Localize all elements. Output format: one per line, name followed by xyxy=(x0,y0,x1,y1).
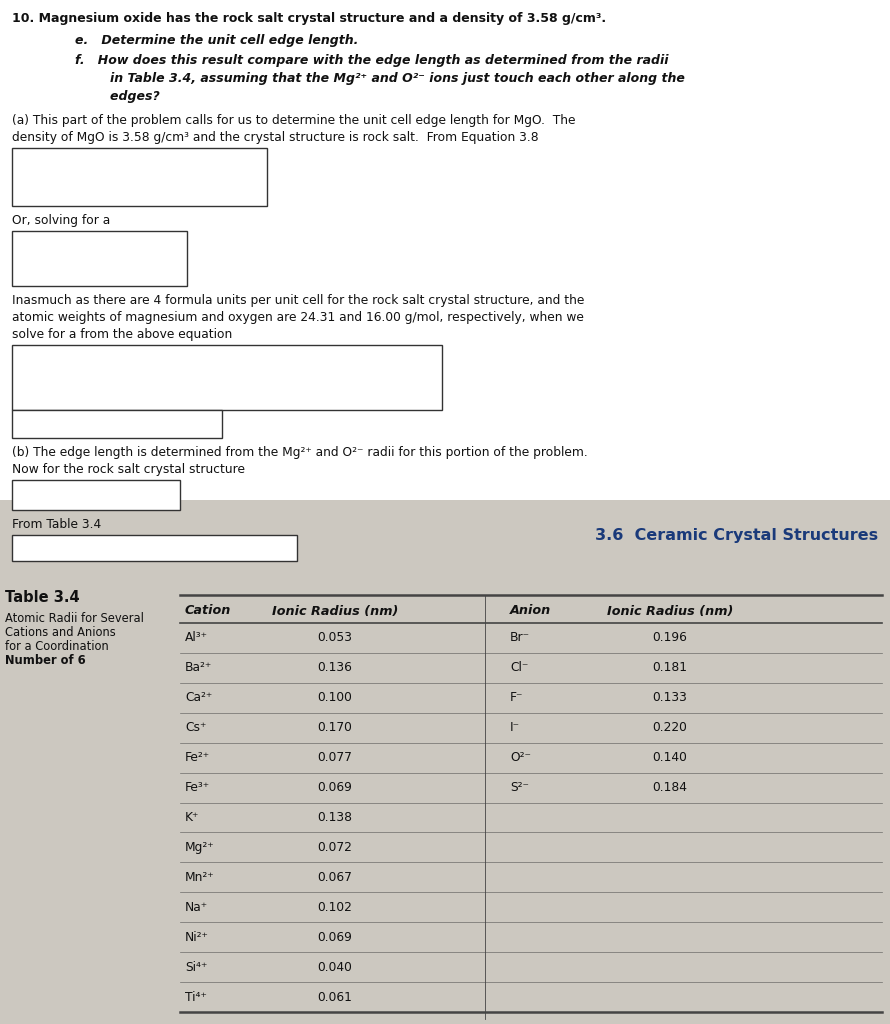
Text: F⁻: F⁻ xyxy=(510,691,523,705)
Text: Table 3.4: Table 3.4 xyxy=(5,590,79,605)
Text: 0.069: 0.069 xyxy=(318,781,352,794)
Bar xyxy=(0,500,890,1024)
Text: Cations and Anions: Cations and Anions xyxy=(5,626,116,639)
Text: 0.133: 0.133 xyxy=(652,691,687,705)
Text: 0.138: 0.138 xyxy=(318,811,352,824)
Bar xyxy=(12,410,222,438)
Text: Ionic Radius (nm): Ionic Radius (nm) xyxy=(271,604,398,617)
Text: 3.6  Ceramic Crystal Structures: 3.6 Ceramic Crystal Structures xyxy=(595,528,878,543)
Text: density of MgO is 3.58 g/cm³ and the crystal structure is rock salt.  From Equat: density of MgO is 3.58 g/cm³ and the cry… xyxy=(12,131,538,144)
Bar xyxy=(12,480,180,510)
Text: Mg²⁺: Mg²⁺ xyxy=(185,841,214,854)
Text: Al³⁺: Al³⁺ xyxy=(185,632,208,644)
Text: 0.040: 0.040 xyxy=(318,961,352,974)
Text: 0.140: 0.140 xyxy=(652,752,687,764)
Text: Mn²⁺: Mn²⁺ xyxy=(185,870,214,884)
Text: Cl⁻: Cl⁻ xyxy=(510,662,529,675)
Text: Atomic Radii for Several: Atomic Radii for Several xyxy=(5,612,144,625)
Text: 0.077: 0.077 xyxy=(318,752,352,764)
Bar xyxy=(0,0,890,500)
Text: O²⁻: O²⁻ xyxy=(510,752,531,764)
Text: Fe³⁺: Fe³⁺ xyxy=(185,781,210,794)
Text: Cation: Cation xyxy=(185,604,231,617)
Text: (b) The edge length is determined from the Mg²⁺ and O²⁻ radii for this portion o: (b) The edge length is determined from t… xyxy=(12,446,587,459)
Text: 0.100: 0.100 xyxy=(318,691,352,705)
Text: for a Coordination: for a Coordination xyxy=(5,640,109,653)
Text: Anion: Anion xyxy=(510,604,551,617)
Text: Ba²⁺: Ba²⁺ xyxy=(185,662,212,675)
Text: I⁻: I⁻ xyxy=(510,721,520,734)
Text: Ca²⁺: Ca²⁺ xyxy=(185,691,212,705)
Text: 0.069: 0.069 xyxy=(318,931,352,944)
Text: K⁺: K⁺ xyxy=(185,811,199,824)
Text: Fe²⁺: Fe²⁺ xyxy=(185,752,210,764)
Text: 0.067: 0.067 xyxy=(318,870,352,884)
Text: S²⁻: S²⁻ xyxy=(510,781,529,794)
Text: 0.170: 0.170 xyxy=(318,721,352,734)
Text: 10. Magnesium oxide has the rock salt crystal structure and a density of 3.58 g/: 10. Magnesium oxide has the rock salt cr… xyxy=(12,12,606,25)
Text: Ti⁴⁺: Ti⁴⁺ xyxy=(185,990,206,1004)
Text: Ionic Radius (nm): Ionic Radius (nm) xyxy=(607,604,733,617)
Text: solve for a from the above equation: solve for a from the above equation xyxy=(12,328,232,341)
Text: Number of 6: Number of 6 xyxy=(5,654,85,667)
Text: Ni²⁺: Ni²⁺ xyxy=(185,931,209,944)
Text: in Table 3.4, assuming that the Mg²⁺ and O²⁻ ions just touch each other along th: in Table 3.4, assuming that the Mg²⁺ and… xyxy=(75,72,685,85)
Text: Si⁴⁺: Si⁴⁺ xyxy=(185,961,207,974)
Bar xyxy=(12,535,297,561)
Text: 0.102: 0.102 xyxy=(318,901,352,913)
Text: f.   How does this result compare with the edge length as determined from the ra: f. How does this result compare with the… xyxy=(75,54,668,67)
Text: edges?: edges? xyxy=(75,90,159,103)
Text: 0.184: 0.184 xyxy=(652,781,687,794)
Text: atomic weights of magnesium and oxygen are 24.31 and 16.00 g/mol, respectively, : atomic weights of magnesium and oxygen a… xyxy=(12,311,584,324)
Text: Inasmuch as there are 4 formula units per unit cell for the rock salt crystal st: Inasmuch as there are 4 formula units pe… xyxy=(12,294,585,307)
Text: 0.053: 0.053 xyxy=(318,632,352,644)
Text: Na⁺: Na⁺ xyxy=(185,901,208,913)
Text: 0.072: 0.072 xyxy=(318,841,352,854)
Text: (a) This part of the problem calls for us to determine the unit cell edge length: (a) This part of the problem calls for u… xyxy=(12,114,576,127)
Text: 0.136: 0.136 xyxy=(318,662,352,675)
Text: 0.181: 0.181 xyxy=(652,662,687,675)
Text: 0.196: 0.196 xyxy=(652,632,687,644)
Text: 0.220: 0.220 xyxy=(652,721,687,734)
Text: Now for the rock salt crystal structure: Now for the rock salt crystal structure xyxy=(12,463,245,476)
Bar xyxy=(12,148,267,206)
Bar xyxy=(12,231,187,286)
Text: Or, solving for a: Or, solving for a xyxy=(12,214,110,227)
Text: Br⁻: Br⁻ xyxy=(510,632,530,644)
Text: e.   Determine the unit cell edge length.: e. Determine the unit cell edge length. xyxy=(75,34,359,47)
Text: 0.061: 0.061 xyxy=(318,990,352,1004)
Text: From Table 3.4: From Table 3.4 xyxy=(12,518,101,531)
Text: Cs⁺: Cs⁺ xyxy=(185,721,206,734)
Bar xyxy=(12,345,442,410)
